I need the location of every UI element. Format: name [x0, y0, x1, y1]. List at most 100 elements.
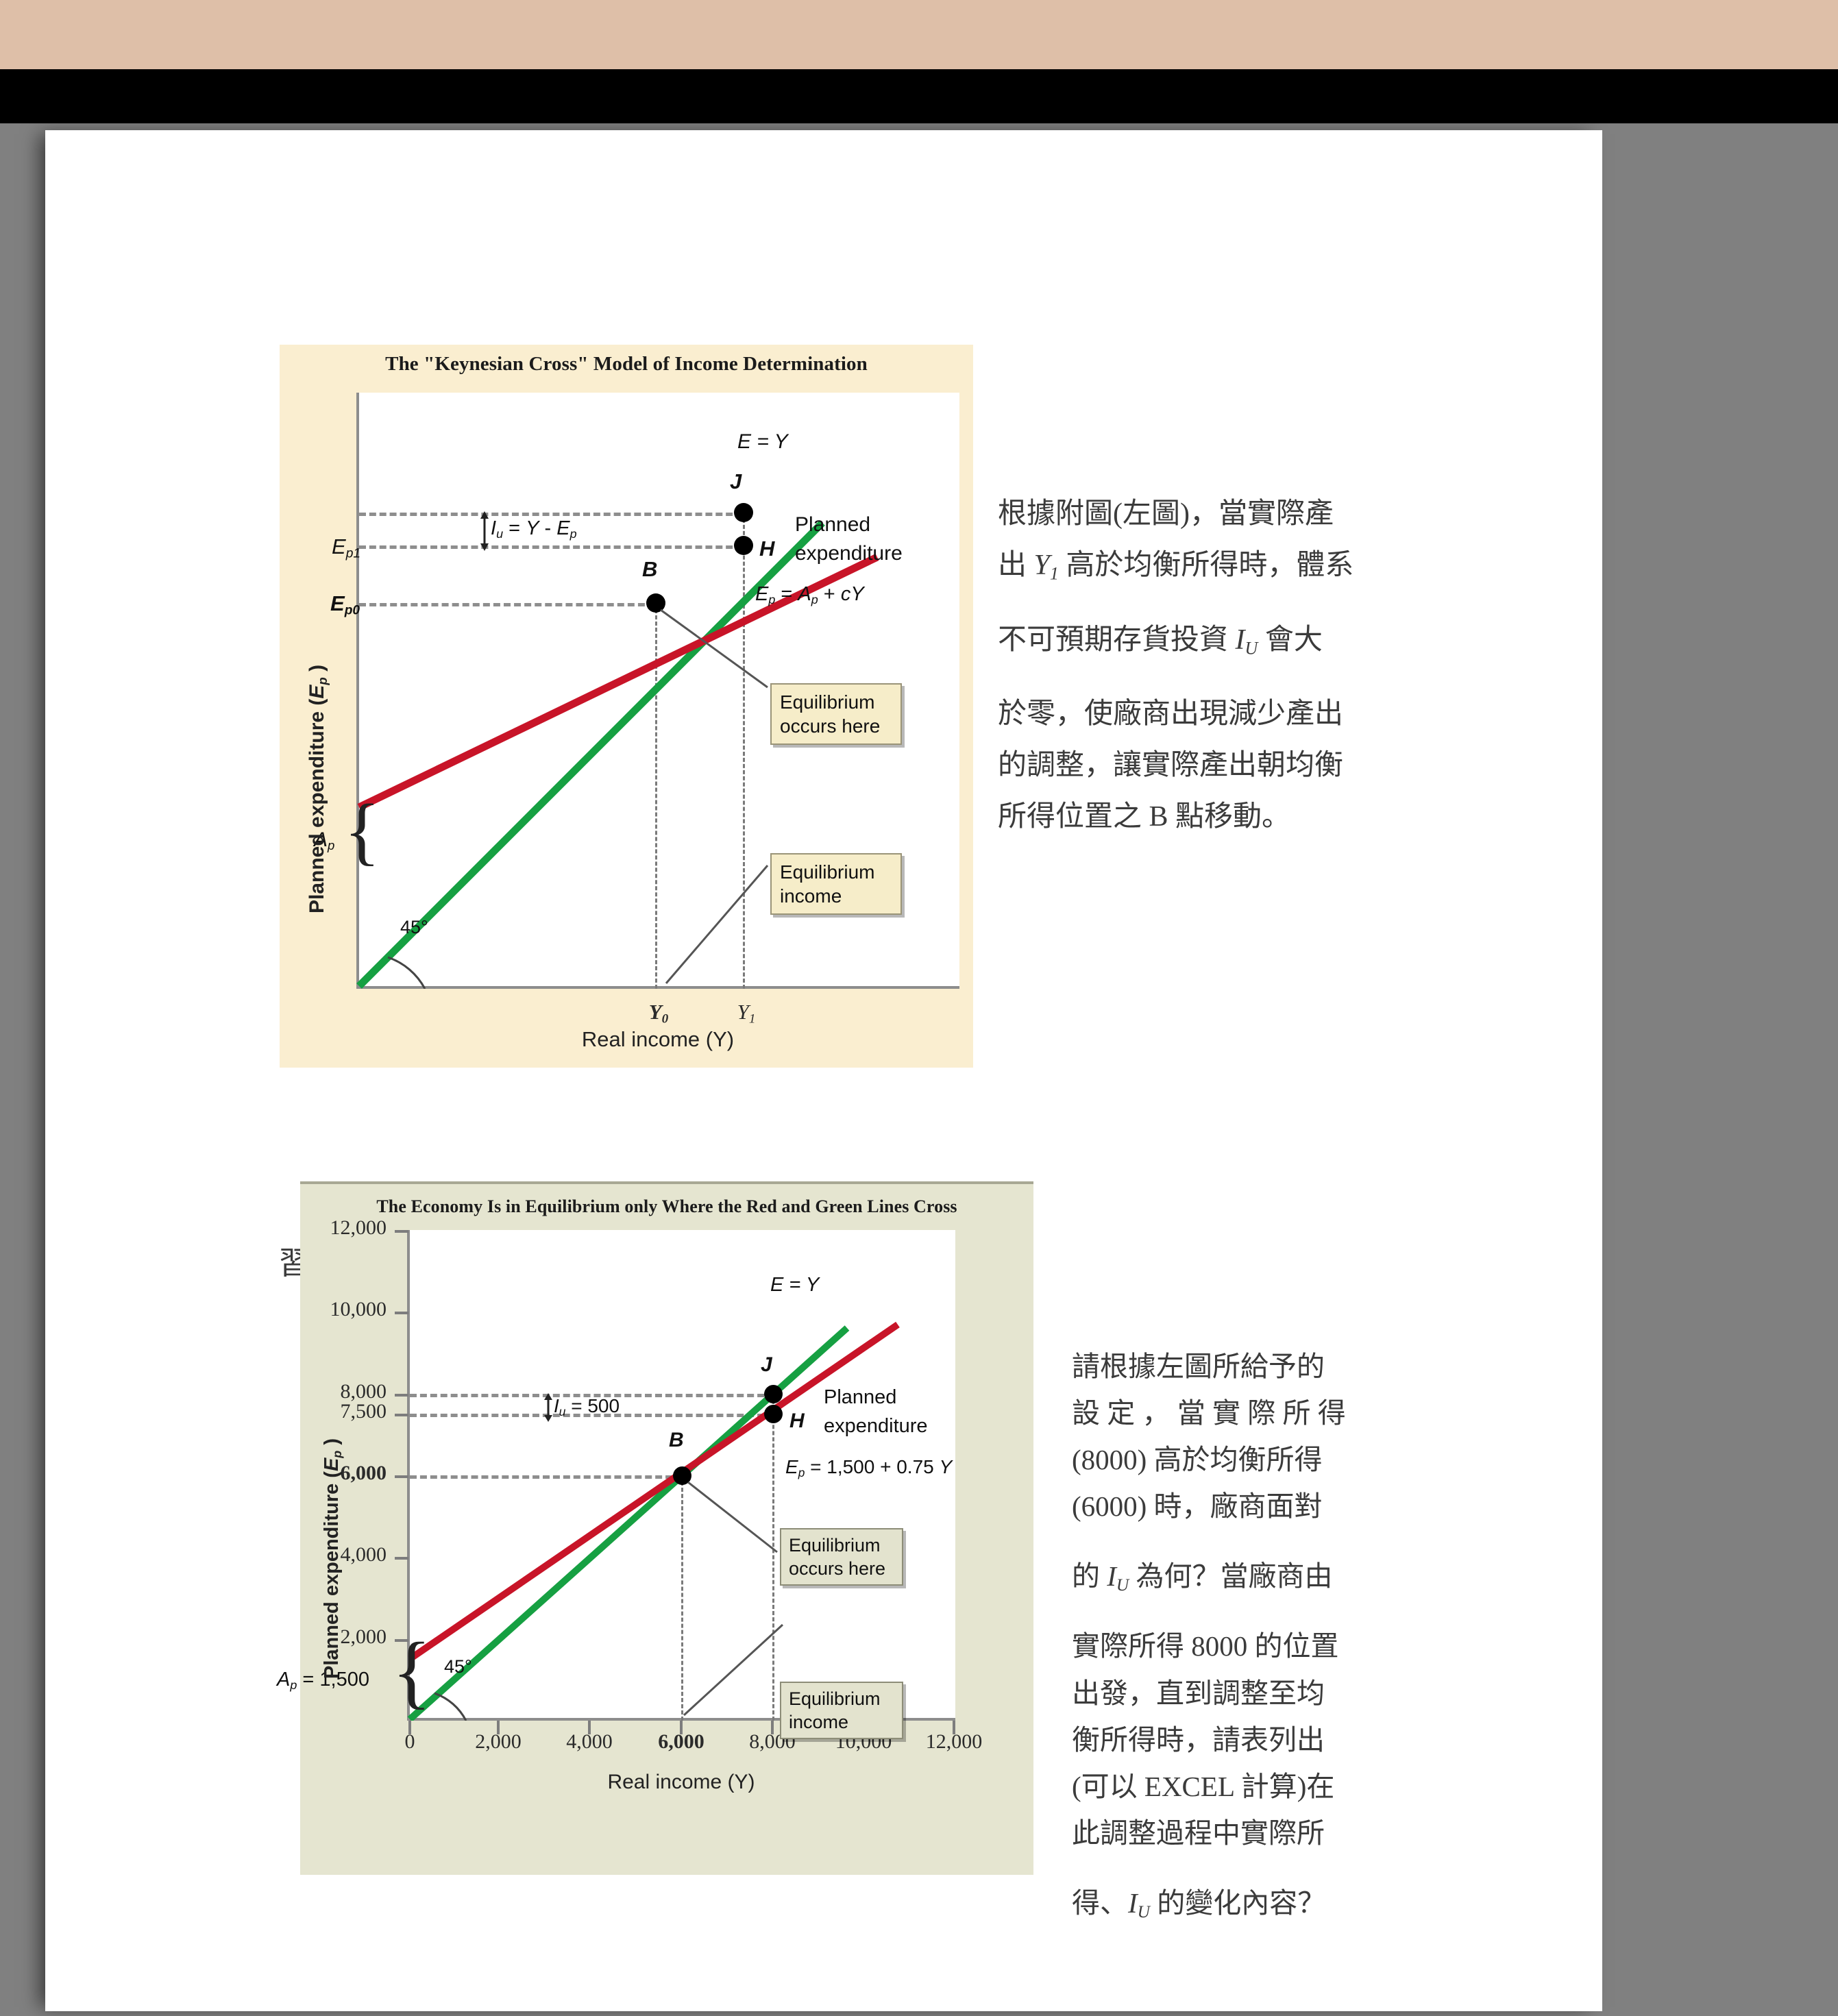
accent-strip — [0, 0, 1838, 69]
figure2-callout-equilibrium-income: Equilibrium income — [780, 1682, 903, 1739]
figure2-y-axis-title: Planned expenditure (Ep ) — [321, 1438, 345, 1679]
figure2-ytick-label-7500: 7,500 — [340, 1400, 387, 1423]
figure2-label-identity-line: E = Y — [770, 1274, 820, 1296]
figure2-ytick-12000 — [395, 1230, 408, 1233]
prose2-line8: 衡所得時，請表列出 — [1072, 1723, 1325, 1756]
figure2-gridline-7500 — [410, 1414, 774, 1417]
figure2-ytick-6000 — [395, 1475, 408, 1478]
figure1-vline-y1 — [743, 513, 745, 989]
figure1-callout-2-line1: Equilibrium — [780, 861, 875, 883]
figure2-ytick-4000 — [395, 1557, 408, 1560]
figure2-title: The Economy Is in Equilibrium only Where… — [376, 1196, 957, 1216]
prose1-line4: 於零，使廠商出現減少產出 — [998, 698, 1344, 730]
figure2-label-planned-1: Planned — [824, 1386, 897, 1408]
figure2-gap-arrow-icon — [544, 1393, 552, 1422]
figure2-xtick-label-2000: 2,000 — [475, 1730, 522, 1753]
figure2-xtick-12000 — [953, 1721, 955, 1734]
prose2-line9: (可以 EXCEL 計算)在 — [1072, 1770, 1335, 1802]
figure1-x-axis-title: Real income (Y) — [581, 1027, 735, 1051]
prose1-line3a: 不可預期存貨投資 — [998, 624, 1236, 656]
figure1-ytick-Ep1: Ep1 — [332, 534, 361, 561]
figure2-ytick-2000 — [395, 1639, 408, 1642]
figure2-ytick-label-10000: 10,000 — [330, 1298, 387, 1320]
prose1-para2: 不可預期存貨投資 IU 會大 — [998, 615, 1388, 666]
figure1-point-J — [734, 503, 753, 522]
figure1-callout-2-line2: income — [780, 885, 842, 907]
figure1-gridline-ep0 — [359, 603, 655, 606]
figure1-x-axis — [356, 986, 959, 989]
figure1-gap-arrow-icon — [480, 511, 489, 551]
prose1-line1: 根據附圖(左圖)，當實際產 — [998, 498, 1334, 530]
figure2-vline-8000 — [772, 1394, 774, 1721]
figure2-point-B — [673, 1466, 691, 1485]
prose2-para4: 得、IU 的變化內容？ — [1072, 1880, 1380, 1926]
figure2-point-label-J: J — [761, 1353, 772, 1376]
prose-block-2: 請根據左圖所給予的 設 定 ， 當 實 際 所 得 (8000) 高於均衡所得 … — [1072, 1343, 1380, 1926]
figure2-point-label-B: B — [669, 1429, 684, 1451]
figure2-callout-1-line2: occurs here — [789, 1558, 886, 1579]
figure1-label-identity-line: E = Y — [737, 430, 788, 453]
figure1-angle-arc-icon — [387, 956, 426, 989]
figure2-xtick-8000 — [771, 1721, 774, 1734]
figure1-point-label-B: B — [642, 557, 658, 581]
figure2-ytick-label-6000: 6,000 — [340, 1462, 387, 1484]
figure2-callout-1-line1: Equilibrium — [789, 1535, 881, 1556]
figure2-xtick-label-4000: 4,000 — [566, 1730, 613, 1753]
prose1-line2b: 高於均衡所得時，體系 — [1058, 549, 1354, 581]
figure1-point-B — [646, 593, 665, 613]
figure2-ytick-label-4000: 4,000 — [340, 1543, 387, 1566]
figure1-intercept-label: Ap — [314, 828, 335, 853]
figure2-xtick-label-12000: 12,000 — [925, 1730, 983, 1753]
figure1-xtick-Y1: Y1 — [737, 1000, 756, 1027]
prose2-line6: 實際所得 8000 的位置 — [1072, 1630, 1339, 1662]
figure1-vline-y0 — [655, 603, 657, 989]
figure2-intercept-label: Ap = 1,500 — [277, 1669, 369, 1693]
prose2-sub-U-2: U — [1137, 1902, 1151, 1921]
prose2-line5a: 的 — [1072, 1560, 1107, 1593]
figure1-y-axis — [356, 393, 359, 989]
figure1-label-planned-1: Planned — [795, 513, 871, 536]
figure2-ytick-label-12000: 12,000 — [330, 1216, 387, 1239]
prose2-line1: 請根據左圖所給予的 — [1072, 1351, 1325, 1382]
figure2-ytick-label-8000: 8,000 — [340, 1380, 387, 1403]
prose2-line7: 出發，直到調整至均 — [1072, 1677, 1325, 1709]
figure2-y-axis — [407, 1230, 410, 1721]
figure2-xtick-4000 — [588, 1721, 591, 1734]
figure2-point-J — [764, 1385, 783, 1403]
prose1-line6: 所得位置之 B 點移動。 — [998, 800, 1291, 833]
prose1-para1: 根據附圖(左圖)，當實際產 出 Y1 高於均衡所得時，體系 — [998, 489, 1388, 591]
prose1-sub-1: 1 — [1049, 563, 1059, 584]
prose1-sub-U: U — [1245, 637, 1258, 658]
figure1-title: The "Keynesian Cross" Model of Income De… — [385, 353, 868, 375]
figure1-callout-1-line1: Equilibrium — [780, 691, 875, 713]
figure2-x-axis-title: Real income (Y) — [607, 1771, 755, 1793]
prose2-var-I-1: I — [1107, 1560, 1116, 1593]
figure1-gridline-ep-j — [359, 513, 743, 516]
figure2-label-planned-2: expenditure — [824, 1415, 928, 1437]
prose2-line3: (8000) 高於均衡所得 — [1072, 1444, 1323, 1476]
prose1-line5: 的調整，讓實際產出朝均衡 — [998, 750, 1344, 781]
figure1-gridline-ep1 — [359, 545, 743, 549]
figure2-angle-label: 45° — [444, 1656, 472, 1677]
prose2-line11b: 的變化內容？ — [1150, 1886, 1326, 1919]
figure2-xtick-label-0: 0 — [404, 1730, 415, 1753]
prose2-sub-U-1: U — [1116, 1575, 1129, 1595]
prose1-var-I: I — [1235, 624, 1245, 656]
figure1-label-planned-equation: Ep = Ap + cY — [755, 583, 864, 607]
figure2-gap-label: Iu = 500 — [554, 1395, 620, 1418]
prose1-line2a: 出 — [998, 549, 1034, 581]
figure2-xtick-0 — [408, 1721, 411, 1734]
prose2-line11a: 得、 — [1072, 1886, 1128, 1919]
figure1-ytick-Ep0: Ep0 — [330, 591, 360, 618]
figure2-gridline-8000 — [410, 1394, 774, 1397]
figure2-point-H — [764, 1405, 783, 1423]
figure1-label-planned-2: expenditure — [795, 542, 903, 565]
figure2-callout-equilibrium-occurs: Equilibrium occurs here — [780, 1528, 903, 1586]
figure1-y-axis-title: Planned expenditure (Ep ) — [306, 664, 330, 913]
figure2-xtick-6000 — [680, 1721, 683, 1734]
figure2-ytick-8000 — [395, 1394, 408, 1397]
figure2-callout-2-line2: income — [789, 1711, 849, 1732]
figure2-angle-arc-icon — [434, 1692, 467, 1721]
prose2-line5b: 為何？當廠商由 — [1129, 1560, 1333, 1593]
prose2-line2: 設 定 ， 當 實 際 所 得 — [1072, 1397, 1346, 1429]
